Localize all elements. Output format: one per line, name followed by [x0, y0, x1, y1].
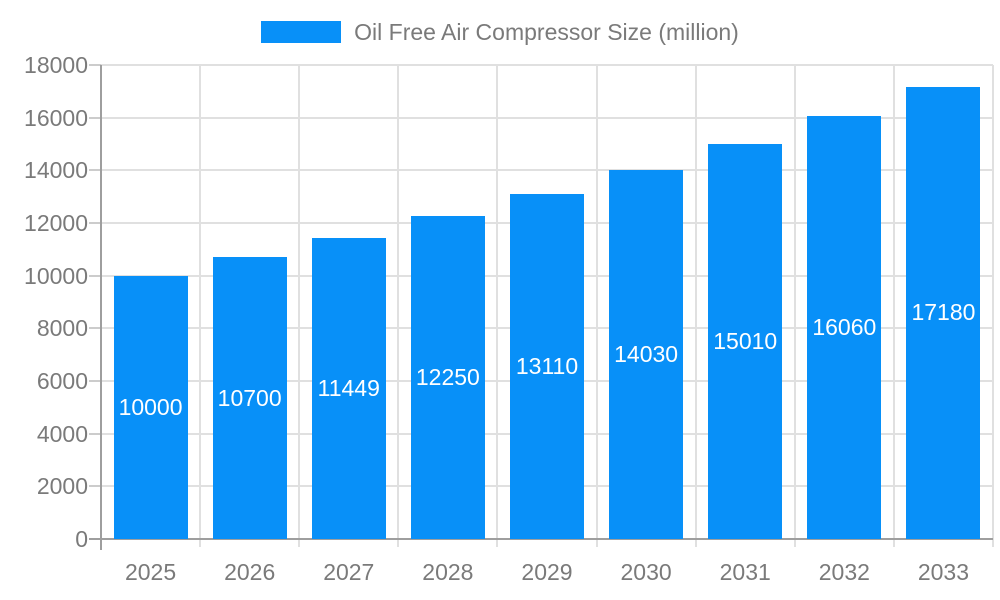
x-axis-tick-label: 2026	[224, 559, 276, 585]
y-axis-tick	[89, 485, 101, 488]
x-gridline	[496, 65, 499, 547]
x-axis-tick-label: 2033	[917, 559, 970, 585]
x-axis-tick-label: 2027	[323, 559, 375, 585]
bar-value-label: 11449	[317, 374, 380, 401]
y-axis-tick-label: 0	[75, 526, 88, 552]
bar[interactable]: 13110	[510, 193, 584, 539]
y-axis-tick-label: 10000	[24, 262, 88, 289]
y-axis-tick	[89, 327, 101, 330]
y-axis-tick-label: 8000	[36, 315, 88, 342]
x-gridline	[298, 65, 301, 547]
bar[interactable]: 15010	[708, 143, 783, 539]
y-axis-tick-label: 2000	[36, 473, 88, 500]
y-axis-line	[100, 65, 102, 550]
y-axis-tick	[89, 380, 101, 382]
x-gridline	[694, 65, 697, 547]
y-gridline	[101, 64, 993, 66]
legend-label: Oil Free Air Compressor Size (million)	[354, 18, 739, 45]
x-axis-tick-label: 2025	[124, 559, 177, 585]
y-axis-tick-label: 6000	[36, 368, 88, 394]
bar[interactable]: 12250	[410, 216, 485, 539]
y-axis-tick	[89, 116, 101, 119]
bar[interactable]: 10700	[212, 257, 287, 539]
bar[interactable]: 11449	[311, 237, 386, 539]
x-gridline	[892, 65, 895, 547]
x-axis-line	[89, 538, 993, 540]
x-axis-tick-label: 2028	[422, 559, 474, 585]
bar-value-label: 14030	[614, 340, 679, 367]
bar[interactable]: 16060	[807, 116, 882, 539]
y-axis-tick	[89, 169, 101, 172]
y-axis-tick-label: 4000	[36, 420, 88, 447]
x-axis-tick-label: 2030	[620, 559, 672, 585]
legend-swatch	[261, 21, 342, 43]
x-gridline	[992, 65, 994, 547]
bar-value-label: 10000	[118, 393, 183, 420]
bar-value-label: 10700	[217, 384, 282, 411]
x-axis-tick-label: 2032	[818, 559, 870, 585]
bar-value-label: 13110	[515, 352, 579, 379]
y-axis-tick-label: 12000	[24, 210, 88, 236]
y-axis-tick	[89, 432, 101, 435]
x-gridline	[793, 65, 796, 547]
x-axis-tick-label: 2029	[521, 559, 573, 585]
bar[interactable]: 17180	[906, 86, 981, 539]
x-gridline	[595, 65, 598, 547]
y-axis-tick	[89, 64, 101, 66]
x-gridline	[199, 65, 202, 547]
x-axis-tick-label: 2031	[719, 559, 771, 585]
bar[interactable]: 14030	[609, 169, 684, 539]
y-gridline	[101, 116, 993, 119]
bar[interactable]: 10000	[113, 275, 188, 539]
bar-value-label: 16060	[812, 314, 877, 341]
bar-value-label: 17180	[911, 299, 976, 326]
bar-value-label: 12250	[415, 364, 480, 391]
y-axis-tick-label: 14000	[24, 157, 88, 184]
y-axis-tick-label: 16000	[24, 104, 88, 131]
bar-value-label: 15010	[713, 327, 778, 354]
x-gridline	[397, 65, 400, 547]
y-axis-tick	[89, 274, 101, 277]
legend[interactable]: Oil Free Air Compressor Size (million)	[0, 18, 1000, 46]
y-gridline	[101, 169, 993, 172]
y-axis-tick-label: 18000	[24, 52, 88, 78]
y-axis-tick	[89, 222, 101, 224]
